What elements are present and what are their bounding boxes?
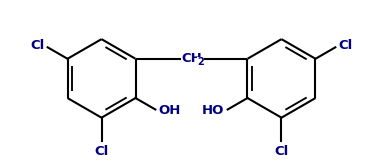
Text: Cl: Cl (274, 146, 289, 159)
Text: Cl: Cl (94, 146, 109, 159)
Text: Cl: Cl (31, 39, 45, 52)
Text: 2: 2 (198, 57, 204, 67)
Text: HO: HO (202, 104, 224, 117)
Text: CH: CH (181, 52, 202, 65)
Text: OH: OH (159, 104, 181, 117)
Text: Cl: Cl (338, 39, 352, 52)
